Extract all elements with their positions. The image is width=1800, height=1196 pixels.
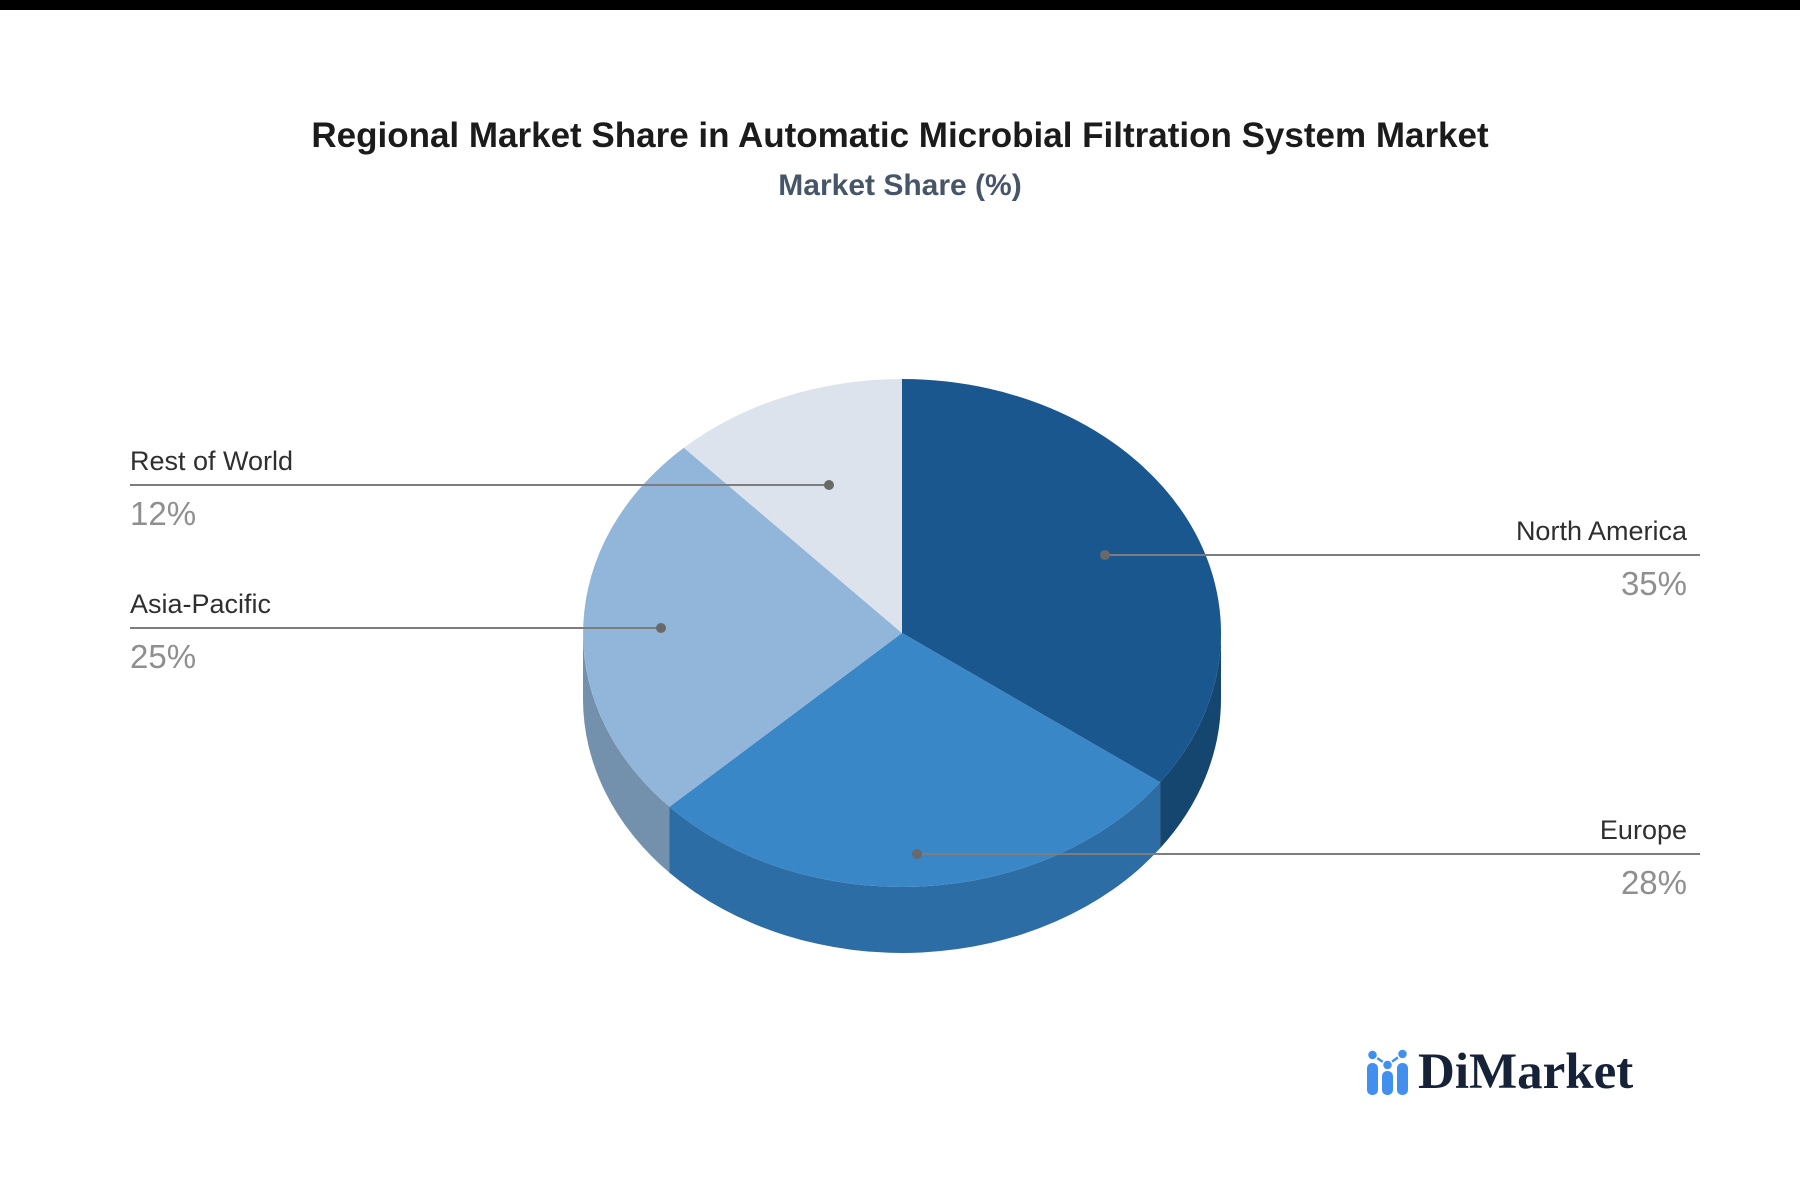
- leader-dot-europe: [912, 849, 922, 859]
- pie-side-north-america: [1160, 633, 1221, 849]
- pie-side-europe: [669, 782, 1161, 953]
- leader-dots: [656, 480, 1110, 859]
- pct-asia-pacific: 25%: [130, 638, 197, 675]
- leader-dot-asia-pacific: [656, 623, 666, 633]
- label-asia-pacific: Asia-Pacific: [130, 589, 272, 619]
- label-north-america: North America: [1515, 516, 1687, 546]
- pct-rest-of-world: 12%: [130, 495, 197, 532]
- top-black-bar: [0, 0, 1800, 10]
- logo-wordmark: DiMarket: [1418, 1044, 1634, 1100]
- pie-slice-asia-pacific[interactable]: [583, 447, 902, 807]
- leader-dot-rest-of-world: [824, 480, 834, 490]
- pie-slice-north-america[interactable]: [902, 379, 1222, 783]
- pie-slice-rest-of-world[interactable]: [683, 379, 902, 633]
- chart-subtitle: Market Share (%): [778, 169, 1022, 202]
- leader-lines: [130, 484, 1700, 855]
- bar-line-chart-icon: [1366, 1048, 1409, 1095]
- pie-slice-europe[interactable]: [669, 633, 1161, 887]
- leader-dot-north-america: [1100, 550, 1110, 560]
- pct-europe: 28%: [1620, 864, 1687, 901]
- label-europe: Europe: [1599, 815, 1687, 845]
- label-rest-of-world: Rest of World: [130, 446, 294, 476]
- pie-side-asia-pacific: [583, 633, 670, 873]
- chart-title: Regional Market Share in Automatic Micro…: [311, 116, 1489, 155]
- pct-north-america: 35%: [1620, 565, 1687, 602]
- dimarket-logo: DiMarket: [1363, 1042, 1703, 1112]
